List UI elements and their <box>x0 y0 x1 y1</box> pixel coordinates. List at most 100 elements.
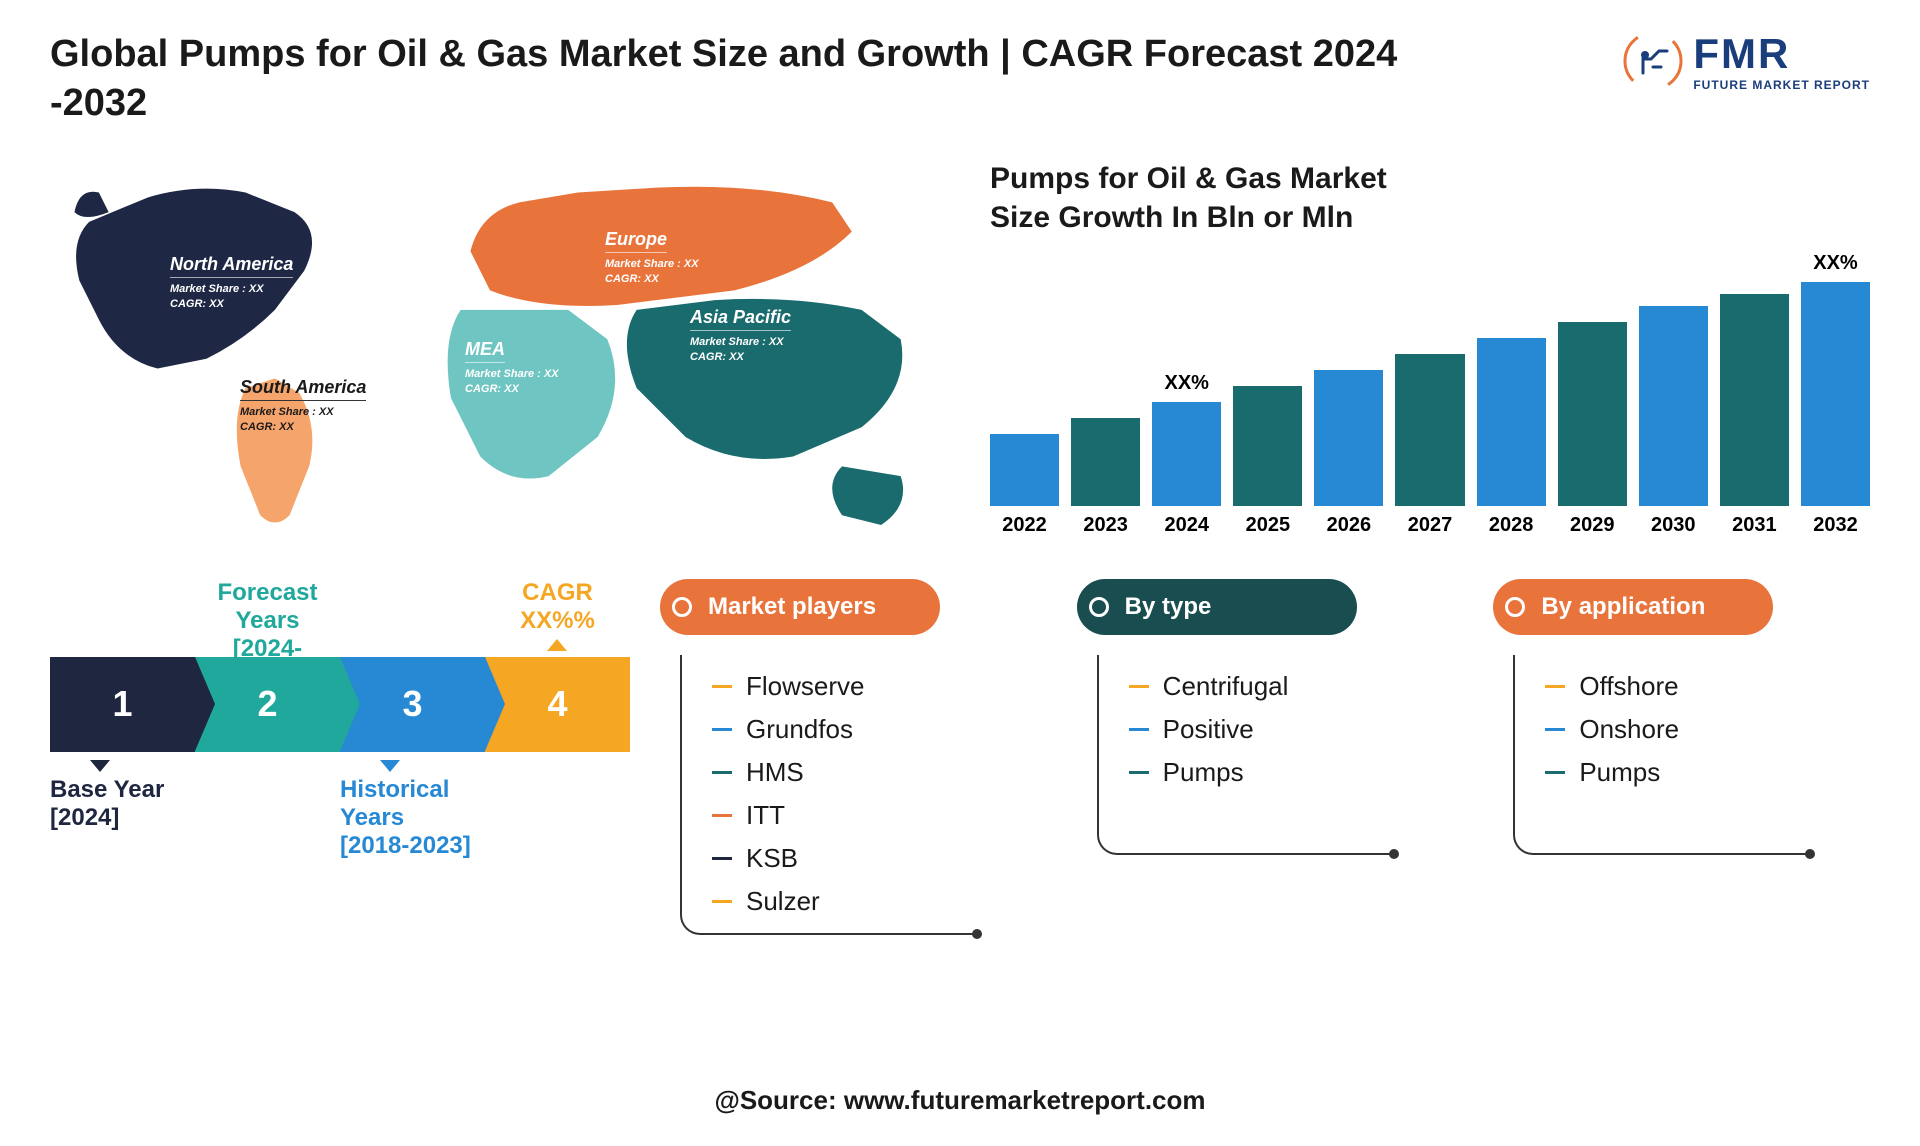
bar-year-label: 2025 <box>1246 514 1291 537</box>
region-eu-cagr: CAGR: XX <box>605 273 659 285</box>
category-box: Market players Flowserve Grundfos HMS IT… <box>660 579 1037 935</box>
category-list: Centrifugal Positive Pumps <box>1097 655 1397 855</box>
category-item-label: Sulzer <box>746 886 820 917</box>
category-item-label: Offshore <box>1579 671 1678 702</box>
category-item-label: Flowserve <box>746 671 864 702</box>
category-dot-icon <box>672 597 692 617</box>
bar-year-label: 2023 <box>1083 514 1128 537</box>
bar-column: XX% 2024 <box>1152 372 1221 537</box>
category-tick-icon <box>712 857 732 860</box>
region-sa-share: Market Share : XX <box>240 406 334 418</box>
category-header: By type <box>1077 579 1357 635</box>
bar-rect <box>1233 386 1302 506</box>
bar-chart-title: Pumps for Oil & Gas Market Size Growth I… <box>990 159 1390 237</box>
bar-column: 2025 <box>1233 356 1302 537</box>
category-box: By type Centrifugal Positive Pumps <box>1077 579 1454 935</box>
logo-icon <box>1623 31 1683 91</box>
region-mea-share: Market Share : XX <box>465 368 559 380</box>
category-tick-icon <box>1545 728 1565 731</box>
logo: FMR FUTURE MARKET REPORT <box>1623 30 1870 92</box>
category-tick-icon <box>1129 728 1149 731</box>
bar-column: 2027 <box>1395 324 1464 537</box>
category-item: Offshore <box>1545 665 1813 708</box>
bar-column: 2028 <box>1477 308 1546 537</box>
category-item: Centrifugal <box>1129 665 1397 708</box>
category-item: Positive <box>1129 708 1397 751</box>
bar-rect <box>1477 338 1546 506</box>
bar-annotation: XX% <box>1165 372 1209 396</box>
region-mea-cagr: CAGR: XX <box>465 383 519 395</box>
bar-year-label: 2026 <box>1327 514 1372 537</box>
timeline: Forecast Years[2024-2032]CAGRXX%% 1234 B… <box>50 579 630 840</box>
category-item: ITT <box>712 794 980 837</box>
category-header-label: By application <box>1541 593 1705 621</box>
bar-rect <box>1720 294 1789 506</box>
bar-rect <box>1395 354 1464 506</box>
category-item-label: ITT <box>746 800 785 831</box>
category-item: Onshore <box>1545 708 1813 751</box>
bar-column: XX% 2032 <box>1801 252 1870 537</box>
bar-year-label: 2032 <box>1813 514 1858 537</box>
category-tick-icon <box>1129 685 1149 688</box>
category-tick-icon <box>712 771 732 774</box>
bar-rect <box>1071 418 1140 506</box>
bar-annotation: XX% <box>1813 252 1857 276</box>
category-tick-icon <box>712 728 732 731</box>
category-tick-icon <box>1545 771 1565 774</box>
bar-rect <box>1801 282 1870 506</box>
category-item-label: Onshore <box>1579 714 1679 745</box>
category-tick-icon <box>712 685 732 688</box>
region-na-share: Market Share : XX <box>170 283 264 295</box>
region-mea-name: MEA <box>465 339 505 363</box>
category-header-label: By type <box>1125 593 1212 621</box>
category-dot-icon <box>1089 597 1109 617</box>
category-item-label: Centrifugal <box>1163 671 1289 702</box>
category-box: By application Offshore Onshore Pumps <box>1493 579 1870 935</box>
category-item-label: Pumps <box>1163 757 1244 788</box>
bar-rect <box>990 434 1059 506</box>
category-tick-icon <box>1545 685 1565 688</box>
bar-column: 2026 <box>1314 340 1383 537</box>
category-header: Market players <box>660 579 940 635</box>
region-eu-name: Europe <box>605 229 667 253</box>
region-sa-name: South America <box>240 377 366 401</box>
category-header: By application <box>1493 579 1773 635</box>
category-item: Grundfos <box>712 708 980 751</box>
bar-column: 2030 <box>1639 276 1708 537</box>
page-title: Global Pumps for Oil & Gas Market Size a… <box>50 30 1450 129</box>
bar-rect <box>1639 306 1708 506</box>
bar-year-label: 2031 <box>1732 514 1777 537</box>
timeline-bottom-label: Historical Years[2018-2023] <box>340 760 514 860</box>
bar-column: 2031 <box>1720 264 1789 537</box>
region-na-name: North America <box>170 254 293 278</box>
category-item-label: Grundfos <box>746 714 853 745</box>
category-tick-icon <box>712 900 732 903</box>
category-item-label: HMS <box>746 757 804 788</box>
region-na-cagr: CAGR: XX <box>170 298 224 310</box>
bar-rect <box>1558 322 1627 506</box>
category-list: Offshore Onshore Pumps <box>1513 655 1813 855</box>
bar-year-label: 2029 <box>1570 514 1615 537</box>
bar-year-label: 2028 <box>1489 514 1534 537</box>
timeline-segment: 2 <box>195 657 340 752</box>
timeline-bottom-label: Base Year[2024] <box>50 760 224 832</box>
timeline-segment: 1 <box>50 657 195 752</box>
bar-rect <box>1152 402 1221 506</box>
logo-sub-text: FUTURE MARKET REPORT <box>1693 78 1870 92</box>
category-item-label: Pumps <box>1579 757 1660 788</box>
category-tick-icon <box>1129 771 1149 774</box>
region-eu-share: Market Share : XX <box>605 258 699 270</box>
region-ap-name: Asia Pacific <box>690 307 791 331</box>
logo-main-text: FMR <box>1693 30 1870 78</box>
bar-column: 2023 <box>1071 388 1140 537</box>
region-ap-share: Market Share : XX <box>690 336 784 348</box>
category-dot-icon <box>1505 597 1525 617</box>
category-item-label: Positive <box>1163 714 1254 745</box>
category-item: Pumps <box>1129 751 1397 794</box>
bar-column: 2022 <box>990 404 1059 537</box>
category-item: Pumps <box>1545 751 1813 794</box>
bar-year-label: 2027 <box>1408 514 1453 537</box>
bar-column: 2029 <box>1558 292 1627 537</box>
bar-year-label: 2022 <box>1002 514 1047 537</box>
timeline-top-label: CAGRXX%% <box>497 579 619 651</box>
